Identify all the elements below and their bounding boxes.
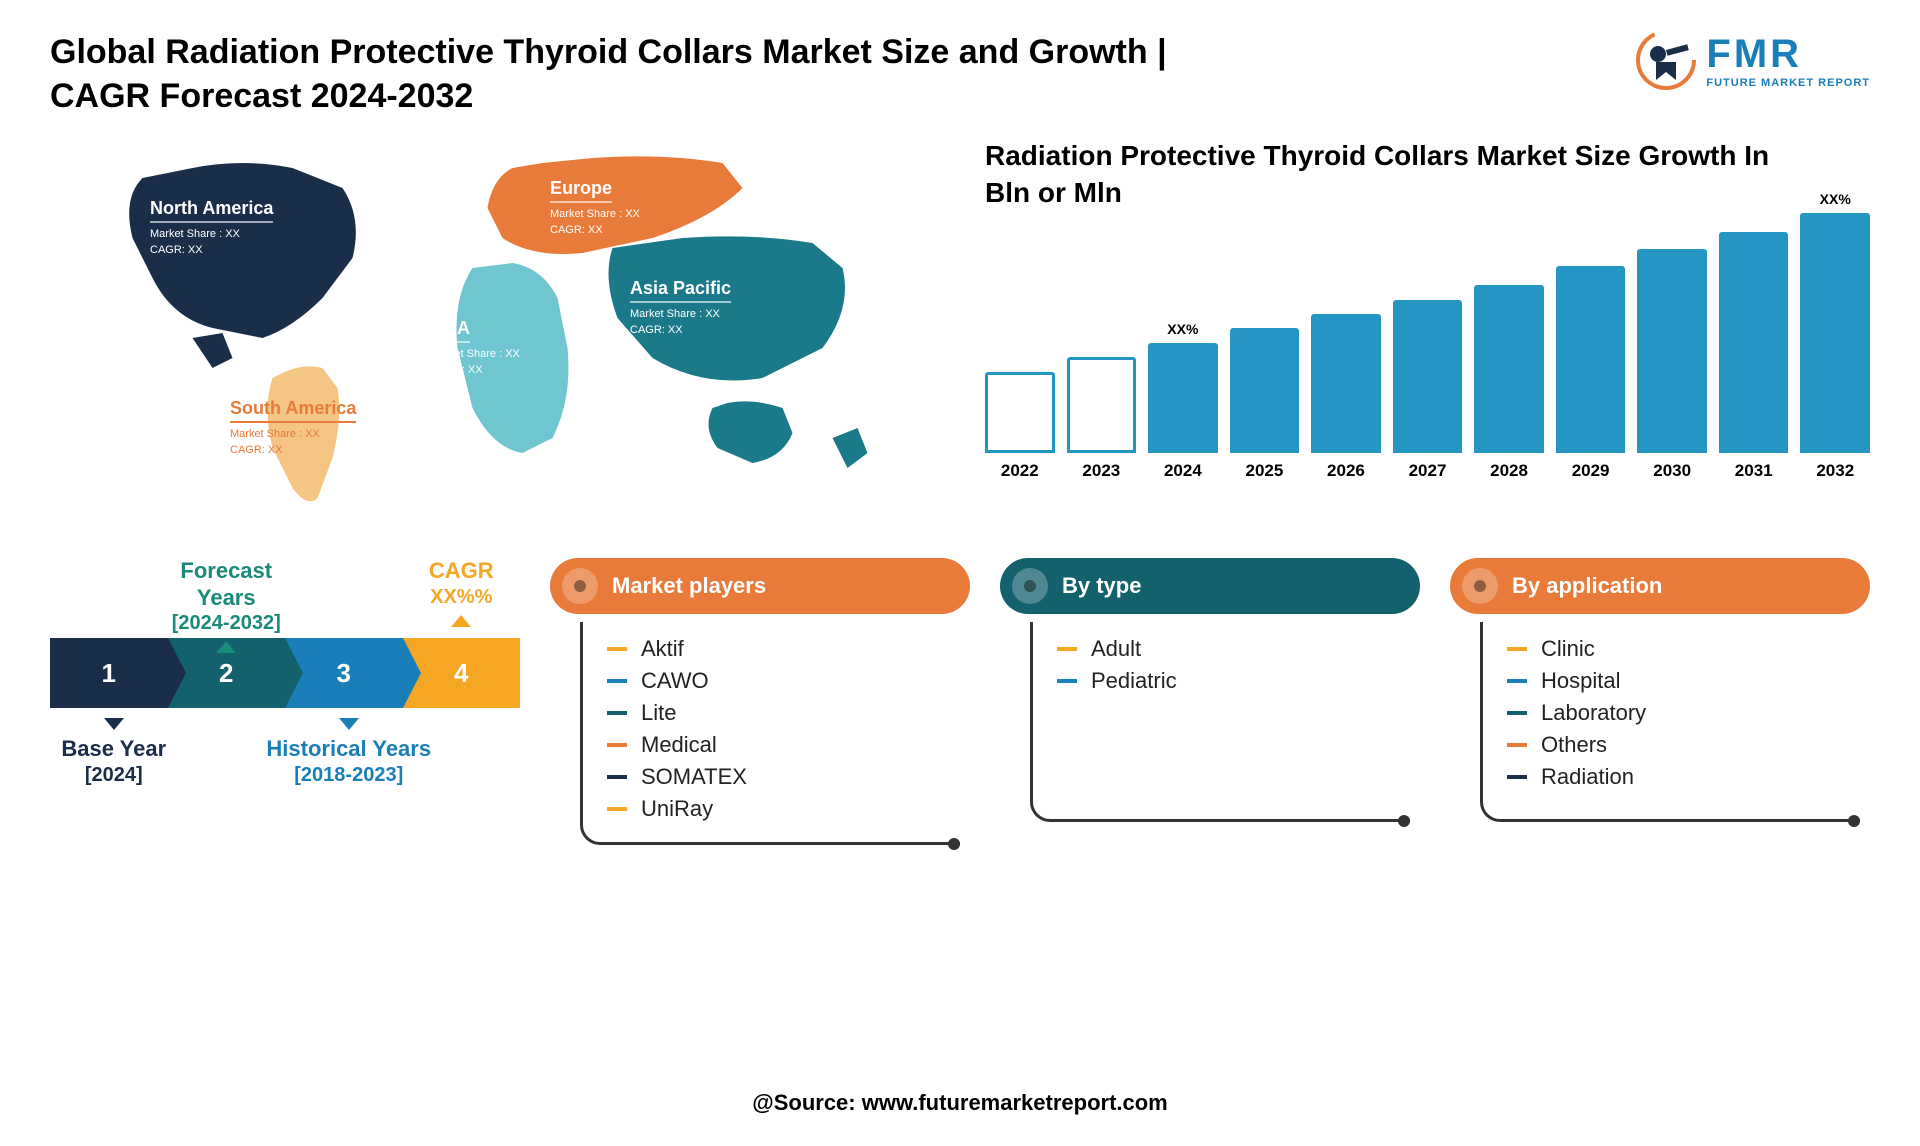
bar-2025: 2025 <box>1230 328 1300 481</box>
category-header: By type <box>1000 558 1420 614</box>
bar-2024: XX%2024 <box>1148 343 1218 481</box>
bar-chart-section: Radiation Protective Thyroid Collars Mar… <box>965 138 1870 518</box>
category-bracket: Clinic Hospital Laboratory Others Radiation <box>1480 622 1860 822</box>
logo-icon <box>1636 30 1696 90</box>
list-item: Adult <box>1057 636 1410 662</box>
list-item: SOMATEX <box>607 764 960 790</box>
bottom-row: 1234Base Year[2024]Forecast Years[2024-2… <box>50 558 1870 845</box>
bar-2028: 2028 <box>1474 285 1544 481</box>
logo-text-sub: FUTURE MARKET REPORT <box>1706 77 1870 89</box>
region-label-europe: EuropeMarket Share : XXCAGR: XX <box>550 178 640 238</box>
region-label-mea: MEAMarket Share : XXCAGR: XX <box>430 318 520 378</box>
timeline-label-below-1: Base Year[2024] <box>29 718 199 786</box>
list-item: Medical <box>607 732 960 758</box>
bar-chart: 20222023XX%20242025202620272028202920302… <box>985 231 1870 511</box>
list-item: Aktif <box>607 636 960 662</box>
list-item: CAWO <box>607 668 960 694</box>
bar-2030: 2030 <box>1637 249 1707 481</box>
category-bracket: Adult Pediatric <box>1030 622 1410 822</box>
logo: FMR FUTURE MARKET REPORT <box>1636 30 1870 90</box>
list-item: Radiation <box>1507 764 1860 790</box>
timeline-segment-1: 1 <box>50 638 168 708</box>
timeline-bar: 1234 <box>50 638 520 708</box>
chart-title: Radiation Protective Thyroid Collars Mar… <box>985 138 1870 211</box>
timeline-label-top-4: CAGRXX%% <box>391 558 531 626</box>
category-header: Market players <box>550 558 970 614</box>
bar-2023: 2023 <box>1067 357 1137 481</box>
bar-2026: 2026 <box>1311 314 1381 481</box>
list-item: Lite <box>607 700 960 726</box>
list-item: Clinic <box>1507 636 1860 662</box>
list-item: Hospital <box>1507 668 1860 694</box>
region-label-south-america: South AmericaMarket Share : XXCAGR: XX <box>230 398 356 458</box>
bar-2031: 2031 <box>1719 232 1789 481</box>
list-item: Pediatric <box>1057 668 1410 694</box>
world-map: North AmericaMarket Share : XXCAGR: XX So… <box>50 138 935 518</box>
bar-2032: XX%2032 <box>1800 213 1870 481</box>
timeline: 1234Base Year[2024]Forecast Years[2024-2… <box>50 558 520 708</box>
bar-2022: 2022 <box>985 372 1055 482</box>
list-item: Laboratory <box>1507 700 1860 726</box>
list-item: UniRay <box>607 796 960 822</box>
page-title: Global Radiation Protective Thyroid Coll… <box>50 30 1250 118</box>
top-row: North AmericaMarket Share : XXCAGR: XX So… <box>50 138 1870 518</box>
bar-2027: 2027 <box>1393 300 1463 482</box>
source-attribution: @Source: www.futuremarketreport.com <box>752 1090 1168 1116</box>
region-label-north-america: North AmericaMarket Share : XXCAGR: XX <box>150 198 273 258</box>
bar-2029: 2029 <box>1556 266 1626 481</box>
category-market-players: Market players Aktif CAWO Lite Medical SOMAT… <box>550 558 970 845</box>
categories: Market players Aktif CAWO Lite Medical SOMAT… <box>550 558 1870 845</box>
category-by-application: By application Clinic Hospital Laboratory O… <box>1450 558 1870 845</box>
list-item: Others <box>1507 732 1860 758</box>
logo-text-main: FMR <box>1706 32 1870 77</box>
category-by-type: By type Adult Pediatric <box>1000 558 1420 845</box>
category-bracket: Aktif CAWO Lite Medical SOMATEX UniRay <box>580 622 960 845</box>
region-label-asia-pacific: Asia PacificMarket Share : XXCAGR: XX <box>630 278 731 338</box>
category-header: By application <box>1450 558 1870 614</box>
timeline-label-below-3: Historical Years[2018-2023] <box>264 718 434 786</box>
header: Global Radiation Protective Thyroid Coll… <box>50 30 1870 118</box>
